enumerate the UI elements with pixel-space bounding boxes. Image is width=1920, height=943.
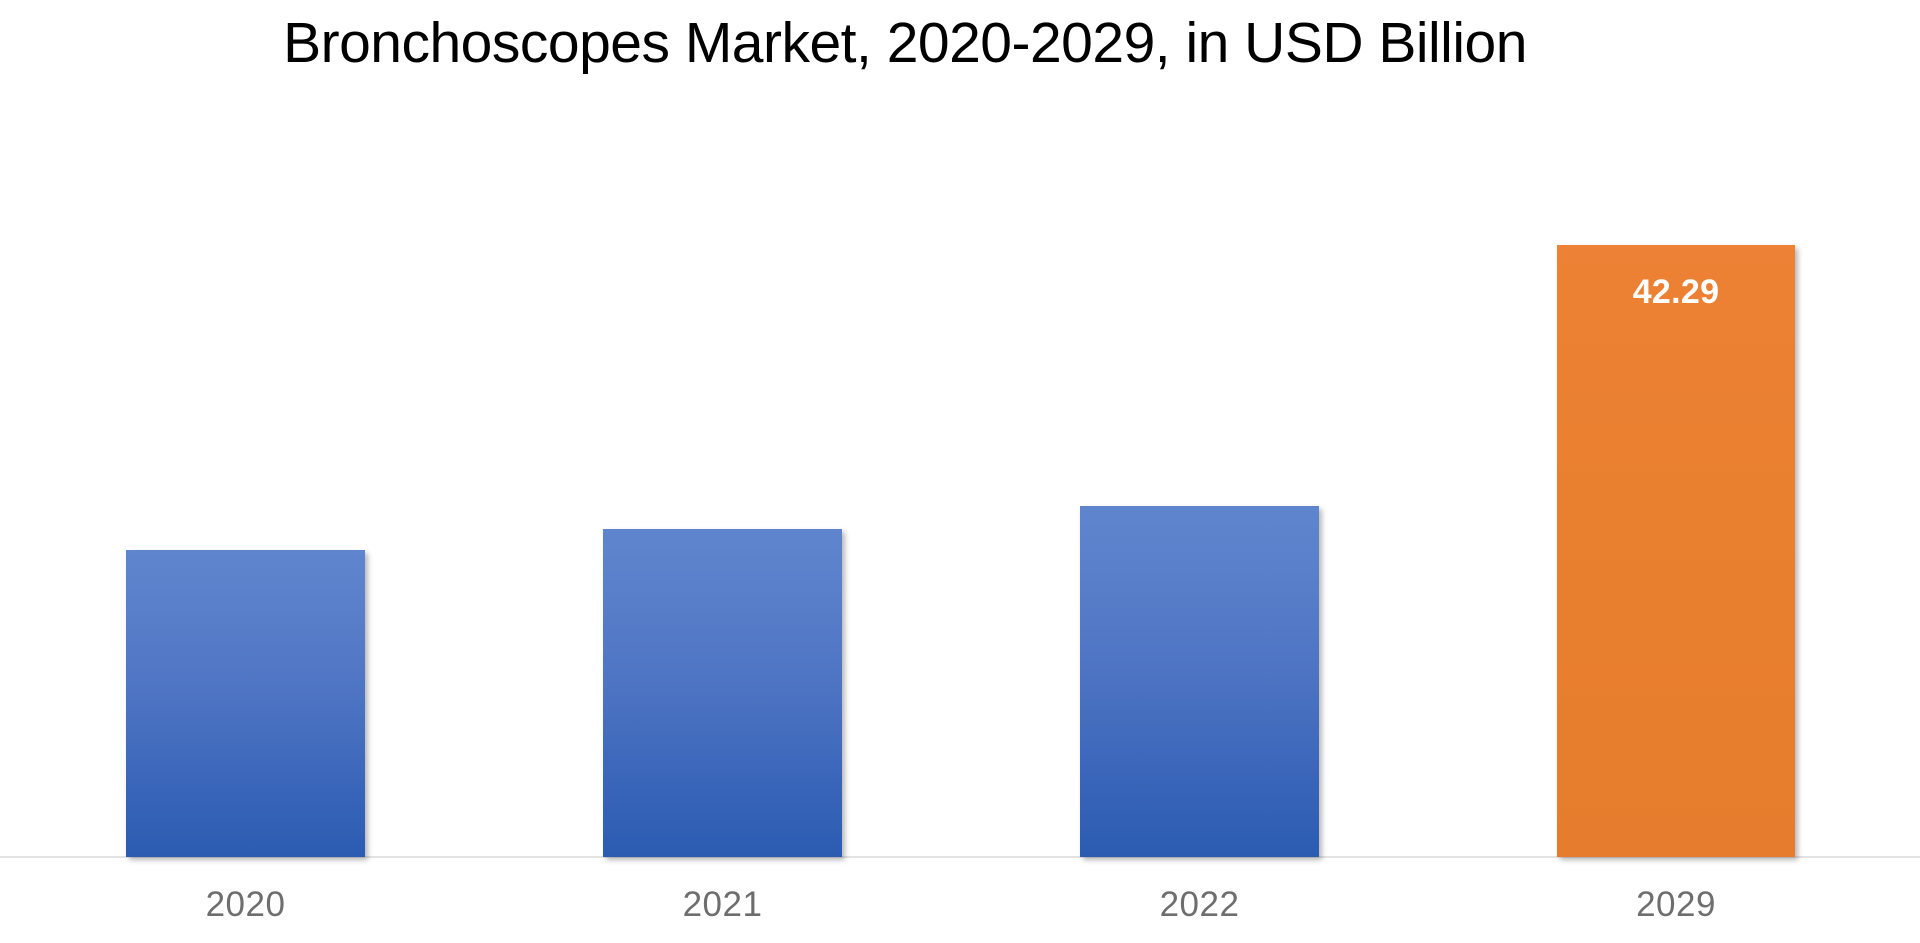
bar-2029[interactable]: 42.29 <box>1557 245 1795 857</box>
x-axis-label-2022: 2022 <box>1159 885 1240 924</box>
bar-2020[interactable] <box>126 550 365 857</box>
bar-2022[interactable] <box>1080 506 1319 857</box>
chart-title: Bronchoscopes Market, 2020-2029, in USD … <box>283 11 1527 75</box>
bar-fill <box>603 529 842 857</box>
x-axis-line <box>0 856 1920 858</box>
x-axis-label-2021: 2021 <box>682 885 763 924</box>
bar-fill <box>1080 506 1319 857</box>
x-axis-label-2020: 2020 <box>205 885 286 924</box>
x-axis-label-2029: 2029 <box>1636 885 1716 924</box>
bar-fill <box>1557 245 1795 857</box>
bar-value-label-2029: 42.29 <box>1632 273 1720 311</box>
bar-fill <box>126 550 365 857</box>
bar-2021[interactable] <box>603 529 842 857</box>
